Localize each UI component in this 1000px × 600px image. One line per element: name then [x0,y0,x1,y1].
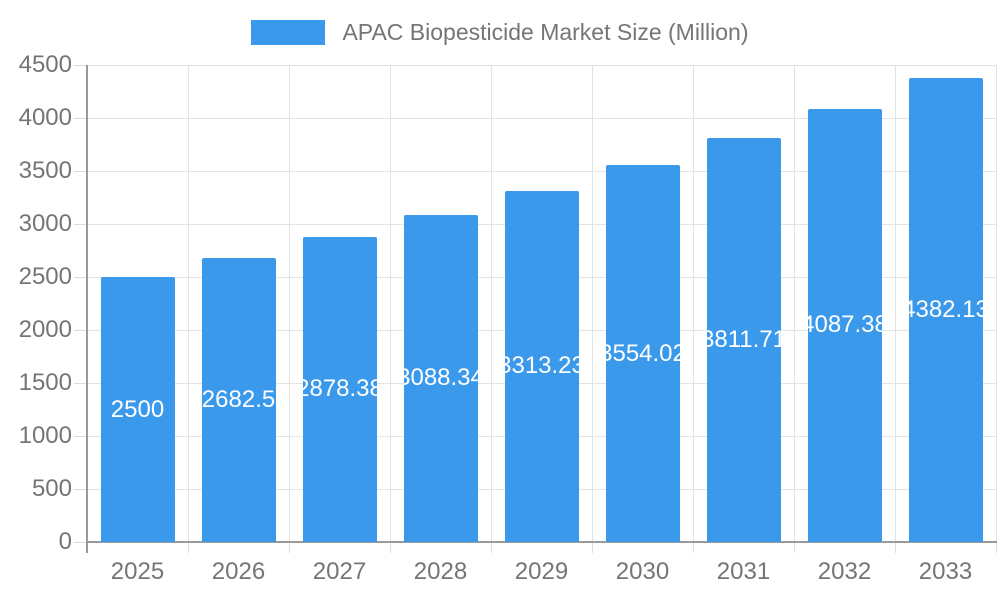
bar[interactable]: 4087.38 [807,108,882,542]
v-gridline [490,65,492,542]
x-axis-tick [288,542,290,553]
bar-value-label: 2500 [110,395,165,423]
y-axis-tick [74,382,87,384]
x-axis-label: 2031 [716,558,771,585]
v-gridline [591,65,593,542]
x-axis-label: 2027 [312,558,367,585]
v-gridline [187,65,189,542]
bar-value-label: 3088.34 [403,364,478,392]
y-axis-tick [74,488,87,490]
bar-value-label: 2878.38 [302,375,377,403]
x-axis-tick [490,542,492,553]
x-axis-tick [793,542,795,553]
y-axis-tick [74,276,87,278]
x-axis-tick [692,542,694,553]
y-axis-tick [74,117,87,119]
legend[interactable]: APAC Biopesticide Market Size (Million) [0,19,1000,46]
legend-swatch [251,20,326,45]
h-gridline [87,170,996,172]
x-axis-label: 2033 [918,558,973,585]
bar[interactable]: 2878.38 [302,236,377,542]
x-axis-tick [591,542,593,553]
x-axis-label: 2026 [211,558,266,585]
v-gridline [692,65,694,542]
y-axis-label: 0 [58,528,72,555]
bar-value-label: 3554.02 [605,339,680,367]
y-axis-label: 3000 [18,210,72,237]
bar[interactable]: 4382.13 [908,77,983,542]
bar[interactable]: 3554.02 [605,165,680,542]
y-axis-label: 4000 [18,104,72,131]
legend-label: APAC Biopesticide Market Size (Million) [342,19,749,45]
x-axis-tick [894,542,896,553]
bar-value-label: 3811.71 [706,325,781,353]
x-axis-label: 2025 [110,558,165,585]
x-axis-label: 2030 [615,558,670,585]
y-axis-tick [74,541,87,543]
x-axis-tick [995,542,997,553]
y-axis-label: 3500 [18,157,72,184]
bar[interactable]: 3811.71 [706,137,781,542]
bar-value-label: 4087.38 [807,311,882,339]
y-axis-label: 4500 [18,51,72,78]
v-gridline [793,65,795,542]
y-axis-label: 2000 [18,316,72,343]
y-axis-label: 2500 [18,263,72,290]
y-axis-label: 1500 [18,369,72,396]
plot-area: 2500 2682.5 2878.38 3088.34 3313.23 3554.02 38… [74,64,997,553]
bar-value-label: 3313.23 [504,352,579,380]
h-gridline [87,117,996,119]
bar-value-label: 4382.13 [908,295,983,323]
y-axis-label: 500 [31,475,72,502]
x-axis-label: 2032 [817,558,872,585]
x-axis-tick [187,542,189,553]
y-axis-tick [74,329,87,331]
v-gridline [389,65,391,542]
v-gridline [288,65,290,542]
y-axis-tick [74,223,87,225]
bar[interactable]: 2500 [100,277,175,542]
y-axis-label: 1000 [18,422,72,449]
x-axis-line [86,541,997,543]
y-axis-line [86,65,88,553]
v-gridline [894,65,896,542]
bar[interactable]: 3088.34 [403,214,478,542]
bar[interactable]: 2682.5 [201,257,276,542]
x-axis-label: 2029 [514,558,569,585]
x-axis-tick [389,542,391,553]
y-axis-tick [74,170,87,172]
x-axis-label: 2028 [413,558,468,585]
bar-value-label: 2682.5 [201,385,276,413]
y-axis-tick [74,435,87,437]
v-gridline [995,65,997,542]
h-gridline [87,64,996,66]
bar[interactable]: 3313.23 [504,190,579,542]
y-axis-tick [74,64,87,66]
